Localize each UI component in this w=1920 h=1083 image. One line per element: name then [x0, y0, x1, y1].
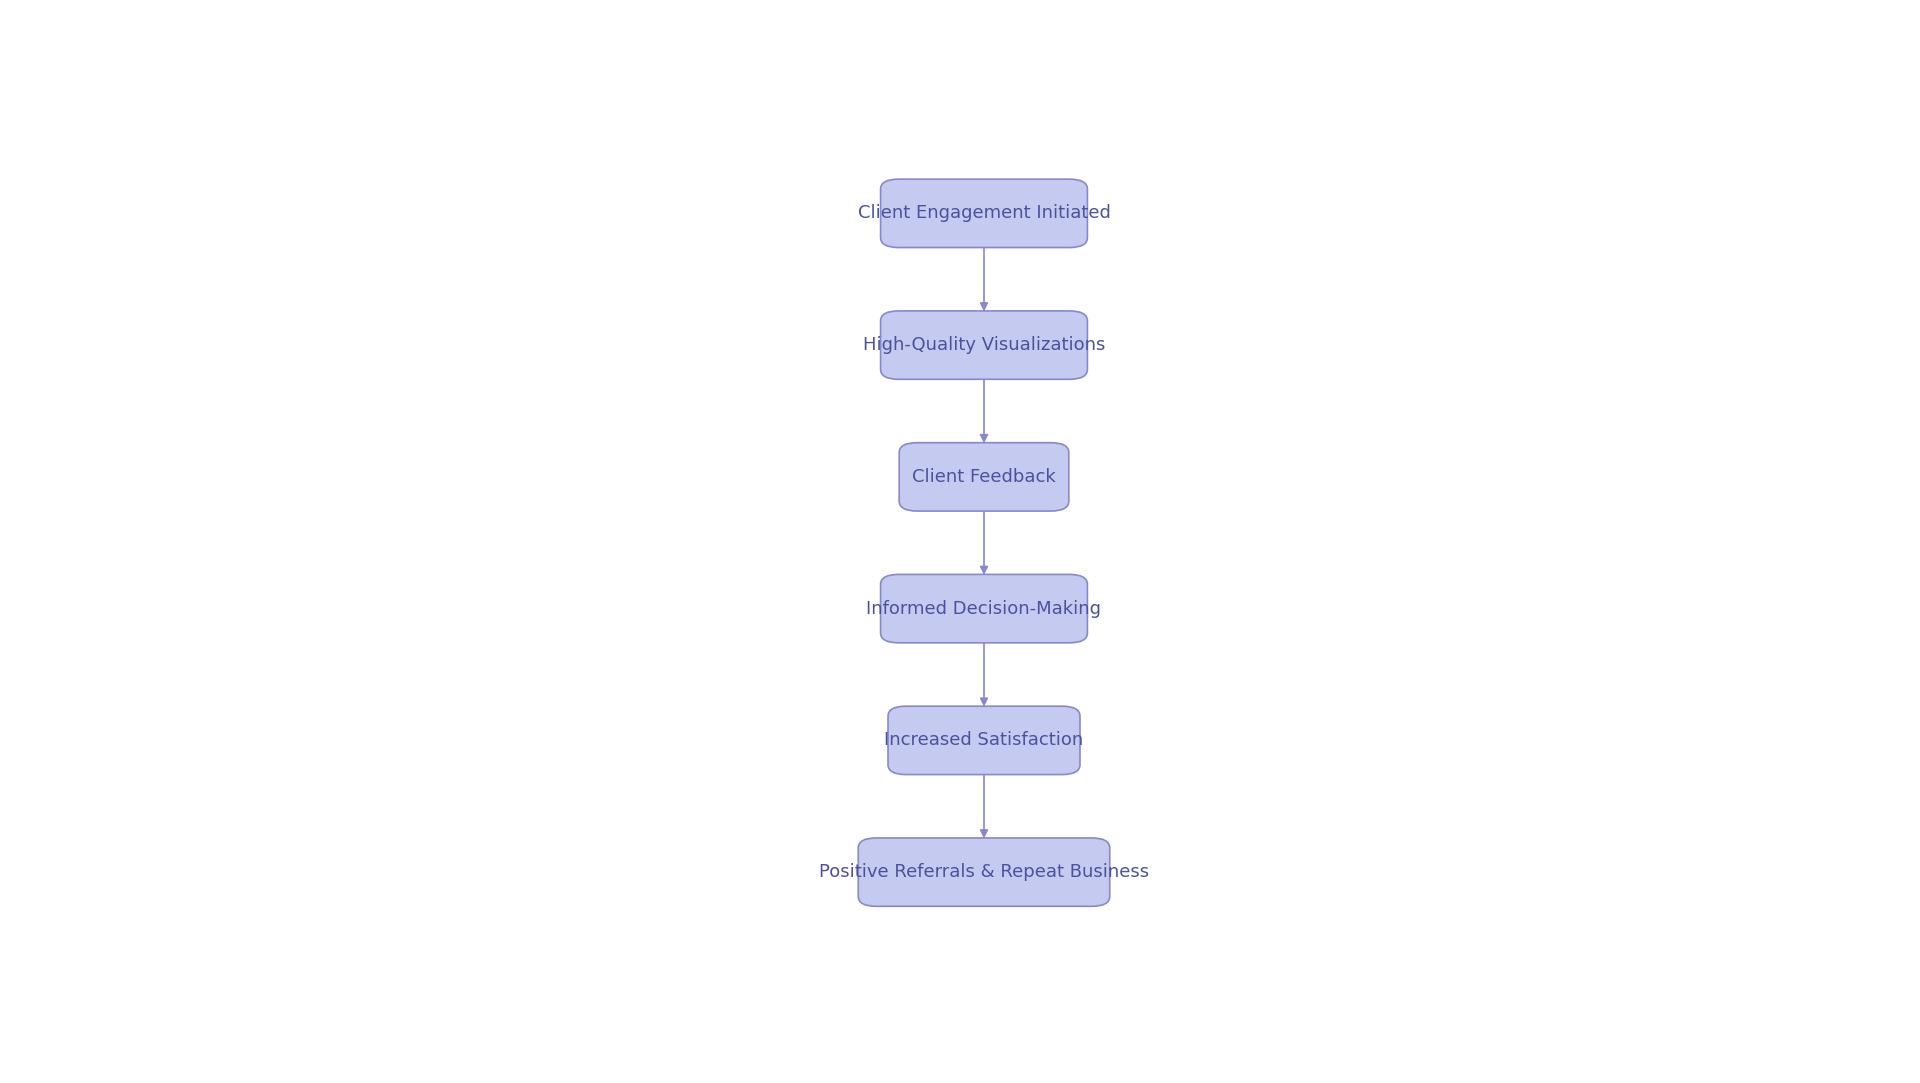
FancyBboxPatch shape: [881, 179, 1087, 248]
Text: Positive Referrals & Repeat Business: Positive Referrals & Repeat Business: [820, 863, 1148, 882]
Text: Informed Decision-Making: Informed Decision-Making: [866, 600, 1102, 617]
Text: Client Feedback: Client Feedback: [912, 468, 1056, 486]
FancyBboxPatch shape: [899, 443, 1069, 511]
FancyBboxPatch shape: [889, 706, 1079, 774]
FancyBboxPatch shape: [881, 574, 1087, 643]
FancyBboxPatch shape: [858, 838, 1110, 906]
FancyBboxPatch shape: [881, 311, 1087, 379]
Text: Increased Satisfaction: Increased Satisfaction: [885, 731, 1083, 749]
Text: Client Engagement Initiated: Client Engagement Initiated: [858, 205, 1110, 222]
Text: High-Quality Visualizations: High-Quality Visualizations: [862, 336, 1106, 354]
